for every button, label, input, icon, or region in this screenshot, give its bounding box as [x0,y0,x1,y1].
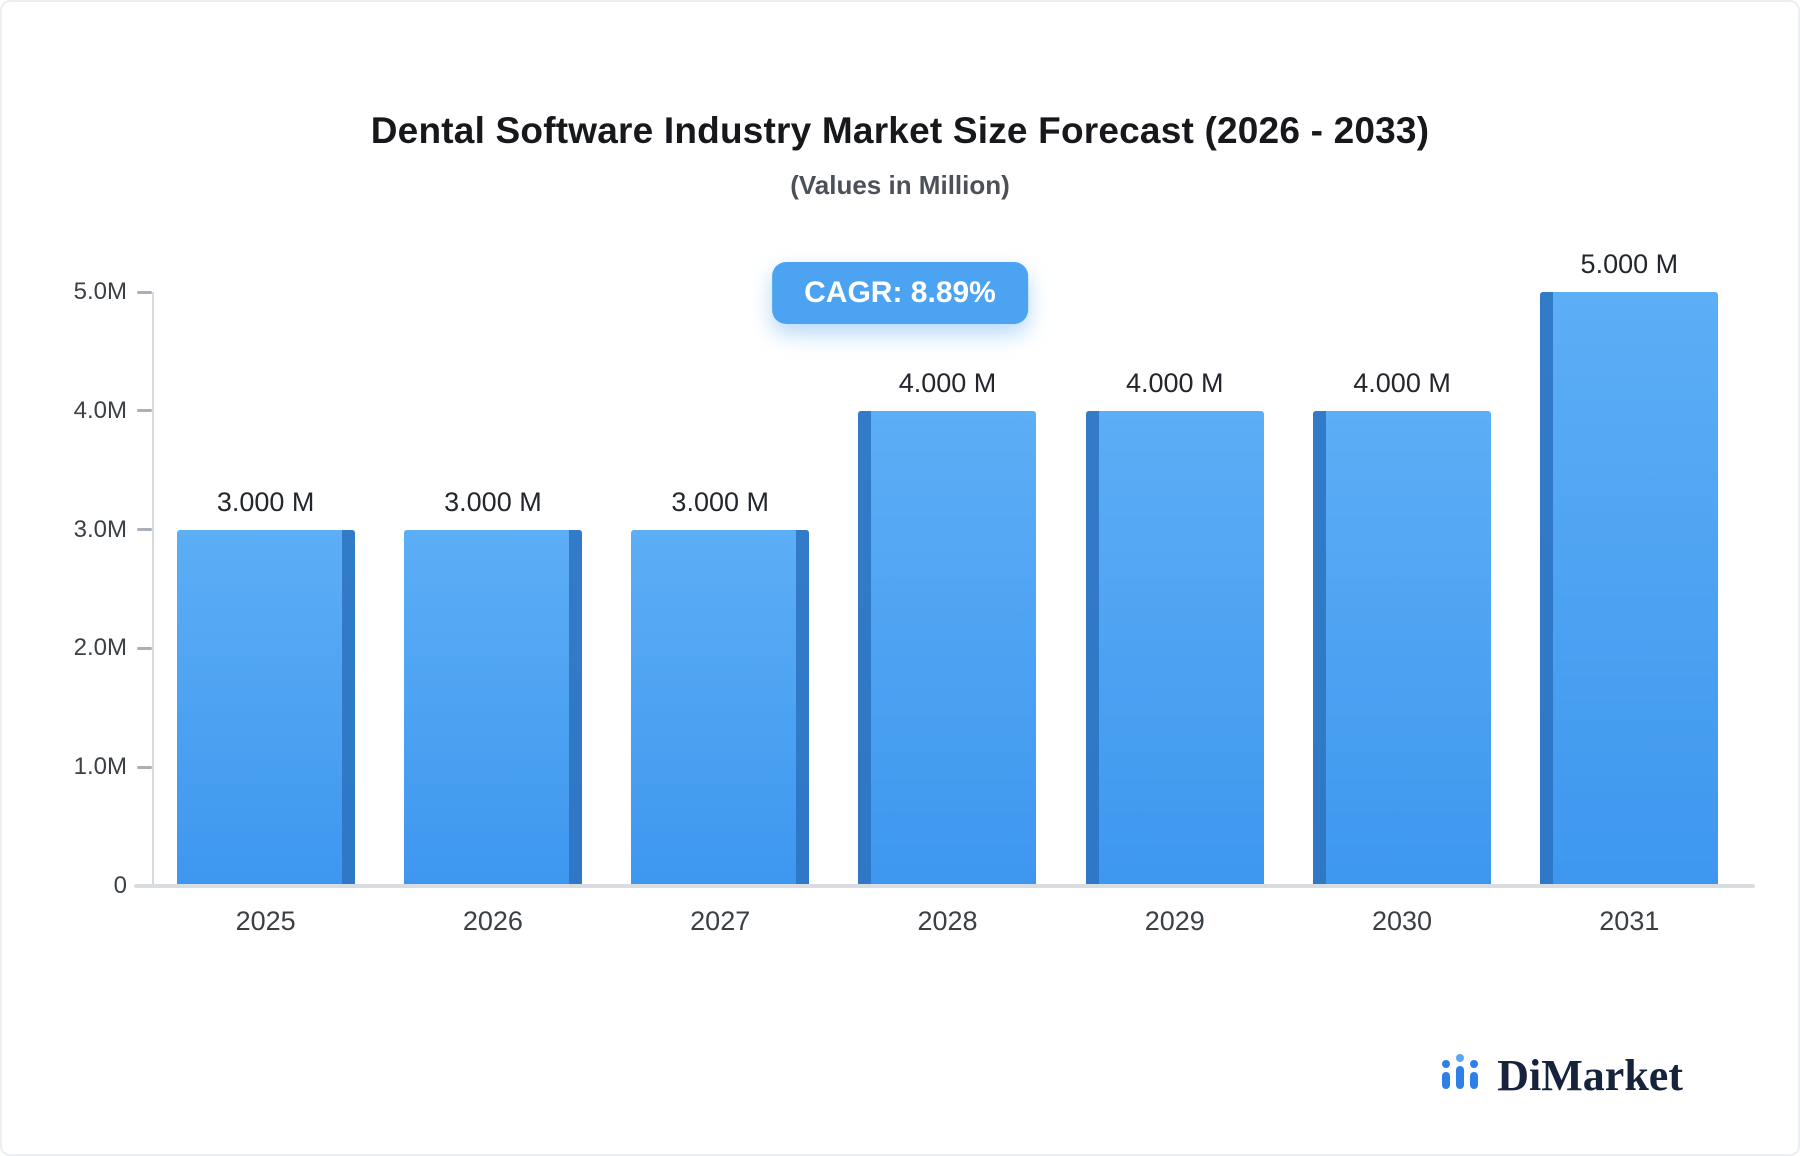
y-tick: 5.0M [74,278,152,306]
plot-area: 3.000 M 3.000 M 3.000 M 4.000 M 4.000 M 4.000… [152,249,1743,887]
y-tick-label: 4.0M [73,396,127,424]
bar [176,529,355,887]
x-tick-label: 2028 [917,906,978,936]
y-tick-mark [137,290,152,294]
y-tick: 2.0M [74,634,152,662]
bar-value-label: 3.000 M [444,486,542,517]
bar-chart-logo-icon [1437,1047,1483,1098]
bar [1313,410,1492,887]
chart-area: 0 1.0M 2.0M 3.0M 4.0M 5.0M 3.000 M 3.000 M 3.00… [42,249,1755,899]
y-tick: 3.0M [74,516,152,544]
cagr-badge: CAGR: 8.89% [772,262,1028,324]
bar-slot: 4.000 M [1061,367,1288,887]
y-tick: 1.0M [74,753,152,781]
chart-subtitle: (Values in Million) [790,170,1010,200]
bar [403,529,582,887]
y-tick-mark [137,409,152,413]
bar-value-label: 3.000 M [216,486,315,517]
x-tick-label: 2027 [690,906,751,936]
y-tick-label: 2.0M [73,634,127,662]
bar [631,529,810,887]
bar-slot: 5.000 M [1516,249,1743,886]
bar-value-label: 4.000 M [898,367,997,398]
bar-slot: 3.000 M [607,486,834,887]
x-tick-label: 2031 [1599,906,1660,936]
bar-slot: 3.000 M [152,486,379,887]
bar [1540,292,1719,886]
y-tick-mark [137,765,152,769]
brand-name: DiMarket [1497,1051,1683,1100]
bar [858,410,1037,887]
y-tick-label: 5.0M [73,278,127,305]
y-tick: 4.0M [74,397,152,425]
x-axis: 2025 2026 2027 2028 2029 2030 2031 [152,906,1743,937]
y-tick-mark [137,528,152,532]
y-tick-label: 3.0M [73,515,127,543]
bar-slot: 4.000 M [1288,367,1515,887]
x-axis-line [134,884,1755,888]
x-tick-label: 2030 [1372,906,1433,936]
bar-value-label: 3.000 M [671,486,769,517]
bar-value-label: 5.000 M [1580,249,1679,279]
chart-title: Dental Software Industry Market Size For… [370,110,1430,151]
bar-value-label: 4.000 M [1353,367,1451,398]
x-tick-label: 2026 [462,906,523,936]
y-tick-mark [137,646,152,650]
y-tick-label: 1.0M [73,753,127,781]
bar-value-label: 4.000 M [1125,367,1224,398]
chart-header: Dental Software Industry Market Size For… [2,2,1798,201]
brand-logo: DiMarket [1437,1047,1683,1098]
bar [1085,410,1264,887]
x-tick-label: 2029 [1144,906,1205,936]
x-tick-label: 2025 [235,906,296,936]
y-axis: 0 1.0M 2.0M 3.0M 4.0M 5.0M [42,278,152,899]
bar-slot: 3.000 M [379,486,606,887]
y-tick-label: 0 [113,872,127,899]
bar-slot: 4.000 M [834,367,1061,887]
